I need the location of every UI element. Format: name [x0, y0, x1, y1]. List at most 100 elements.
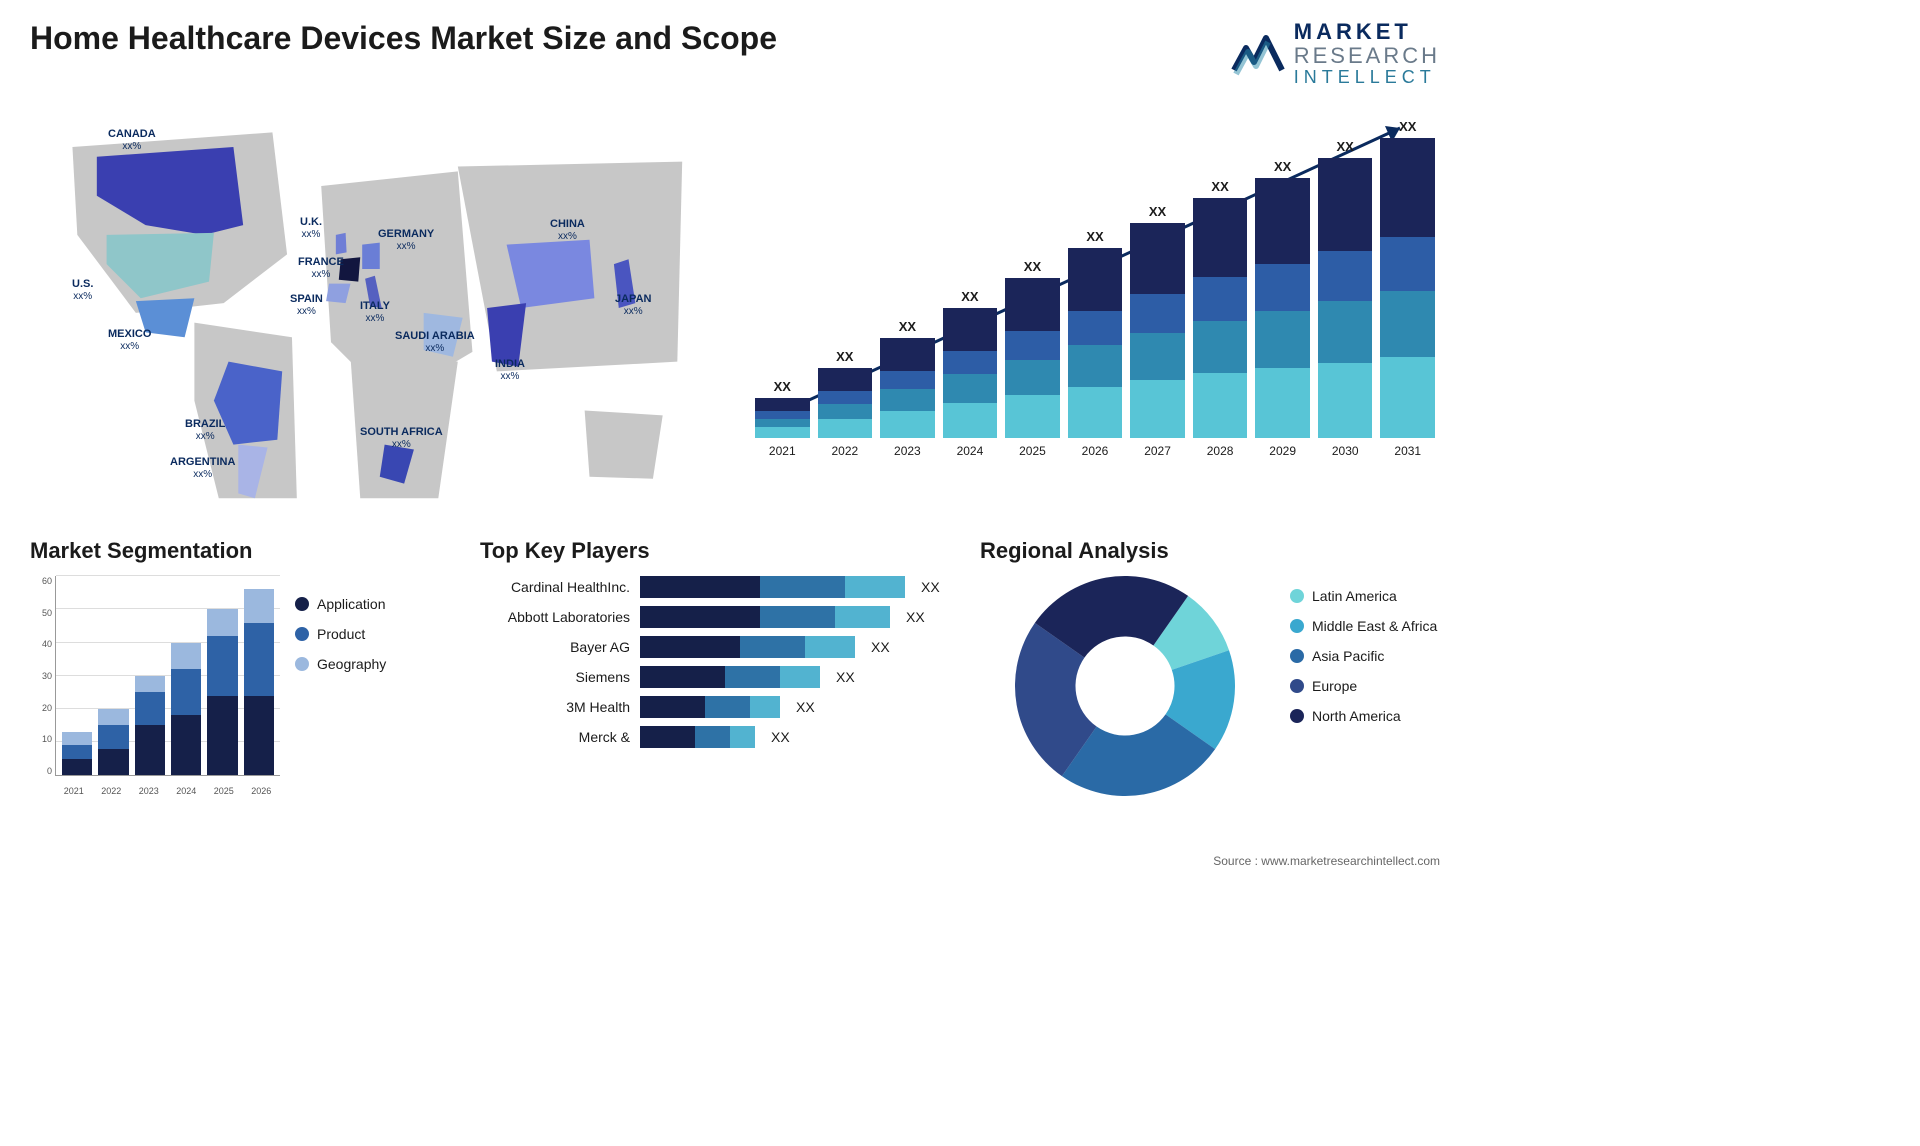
key-players-panel: Top Key Players Cardinal HealthInc.XXAbb…: [480, 538, 950, 796]
player-value: XX: [796, 699, 815, 715]
legend-item: Product: [295, 626, 450, 642]
growth-bar-year: 2022: [831, 444, 858, 458]
brand-logo: MARKET RESEARCH INTELLECT: [1230, 20, 1440, 88]
growth-bar-year: 2029: [1269, 444, 1296, 458]
legend-item: North America: [1290, 708, 1440, 724]
map-label: SAUDI ARABIAxx%: [395, 330, 475, 355]
map-label: FRANCExx%: [298, 256, 344, 281]
growth-bar: XX 2024: [943, 289, 998, 458]
growth-bar-year: 2024: [957, 444, 984, 458]
legend-item: Geography: [295, 656, 450, 672]
map-label: SPAINxx%: [290, 293, 323, 318]
growth-bar-value: XX: [774, 379, 791, 394]
growth-bar: XX 2028: [1193, 179, 1248, 458]
source-label: Source : www.marketresearchintellect.com: [1213, 854, 1440, 868]
growth-chart-panel: XX2021XX2022XX2023XX2024XX2025XX2026XX20…: [750, 108, 1440, 508]
growth-bar: XX 2027: [1130, 204, 1185, 458]
growth-bar: XX 2025: [1005, 259, 1060, 458]
player-value: XX: [836, 669, 855, 685]
map-label: CANADAxx%: [108, 128, 156, 153]
growth-bar: XX2022: [818, 349, 873, 458]
player-row: 3M Health XX: [480, 696, 950, 718]
player-bar: [640, 666, 820, 688]
growth-bar-year: 2030: [1332, 444, 1359, 458]
map-label: JAPANxx%: [615, 293, 651, 318]
regional-legend: Latin America Middle East & Africa Asia Pa…: [1290, 538, 1440, 796]
segmentation-legend: Application Product Geography: [295, 576, 450, 796]
world-map-panel: CANADAxx%U.S.xx%MEXICOxx%BRAZILxx%ARGENT…: [30, 108, 710, 508]
growth-bar: XX 2031: [1380, 119, 1435, 458]
growth-bar-year: 2031: [1394, 444, 1421, 458]
segmentation-chart: 6050403020100202120222023202420252026: [30, 576, 280, 796]
growth-bar-value: XX: [1149, 204, 1166, 219]
map-label: ARGENTINAxx%: [170, 456, 235, 481]
growth-bar: XX 2023: [880, 319, 935, 458]
logo-icon: [1230, 26, 1286, 82]
segmentation-panel: Market Segmentation 60504030201002021202…: [30, 538, 450, 796]
growth-bar-value: XX: [1086, 229, 1103, 244]
growth-bar-value: XX: [899, 319, 916, 334]
legend-item: Europe: [1290, 678, 1440, 694]
map-country-china: [507, 240, 595, 308]
segmentation-title: Market Segmentation: [30, 538, 450, 564]
player-row: Merck & XX: [480, 726, 950, 748]
regional-donut: [1015, 576, 1235, 796]
map-label: U.S.xx%: [72, 278, 93, 303]
growth-bar-value: XX: [1274, 159, 1291, 174]
segmentation-bar: [98, 709, 128, 775]
legend-item: Middle East & Africa: [1290, 618, 1440, 634]
logo-text-3: INTELLECT: [1294, 68, 1440, 88]
growth-bar-value: XX: [1337, 139, 1354, 154]
map-label: MEXICOxx%: [108, 328, 151, 353]
growth-bar: XX 2026: [1068, 229, 1123, 458]
growth-bar-value: XX: [1211, 179, 1228, 194]
growth-bar-value: XX: [1399, 119, 1416, 134]
growth-bar: XX 2029: [1255, 159, 1310, 458]
map-label: INDIAxx%: [495, 358, 525, 383]
legend-item: Latin America: [1290, 588, 1440, 604]
segmentation-bar: [62, 732, 92, 775]
growth-bar-year: 2025: [1019, 444, 1046, 458]
map-country-uk: [336, 233, 347, 254]
segmentation-bar: [244, 589, 274, 775]
map-label: GERMANYxx%: [378, 228, 434, 253]
growth-bar: XX 2030: [1318, 139, 1373, 458]
player-name: Merck &: [480, 729, 630, 745]
player-name: Siemens: [480, 669, 630, 685]
growth-bar: XX 2021: [755, 379, 810, 458]
segmentation-bar: [207, 609, 237, 775]
map-label: SOUTH AFRICAxx%: [360, 426, 443, 451]
player-row: Siemens XX: [480, 666, 950, 688]
legend-item: Asia Pacific: [1290, 648, 1440, 664]
segmentation-bar: [135, 676, 165, 776]
player-value: XX: [921, 579, 940, 595]
player-row: Abbott Laboratories XX: [480, 606, 950, 628]
growth-bar-year: 2027: [1144, 444, 1171, 458]
growth-bar-value: XX: [1024, 259, 1041, 274]
growth-bar-value: XX: [961, 289, 978, 304]
growth-bar-year: 2028: [1207, 444, 1234, 458]
player-value: XX: [871, 639, 890, 655]
player-value: XX: [771, 729, 790, 745]
growth-bar-year: 2026: [1082, 444, 1109, 458]
player-name: 3M Health: [480, 699, 630, 715]
player-row: Bayer AGXX: [480, 636, 950, 658]
regional-title: Regional Analysis: [980, 538, 1270, 564]
player-name: Abbott Laboratories: [480, 609, 630, 625]
player-bar: [640, 696, 780, 718]
map-label: CHINAxx%: [550, 218, 585, 243]
page-title: Home Healthcare Devices Market Size and …: [30, 20, 777, 57]
player-value: XX: [906, 609, 925, 625]
legend-item: Application: [295, 596, 450, 612]
map-label: ITALYxx%: [360, 300, 390, 325]
growth-bar-year: 2021: [769, 444, 796, 458]
player-name: Cardinal HealthInc.: [480, 579, 630, 595]
player-bar: [640, 636, 855, 658]
player-row: Cardinal HealthInc. XX: [480, 576, 950, 598]
player-bar: [640, 606, 890, 628]
map-label: U.K.xx%: [300, 216, 322, 241]
player-bar: [640, 726, 755, 748]
growth-bar-year: 2023: [894, 444, 921, 458]
logo-text-2: RESEARCH: [1294, 44, 1440, 68]
logo-text-1: MARKET: [1294, 20, 1440, 44]
